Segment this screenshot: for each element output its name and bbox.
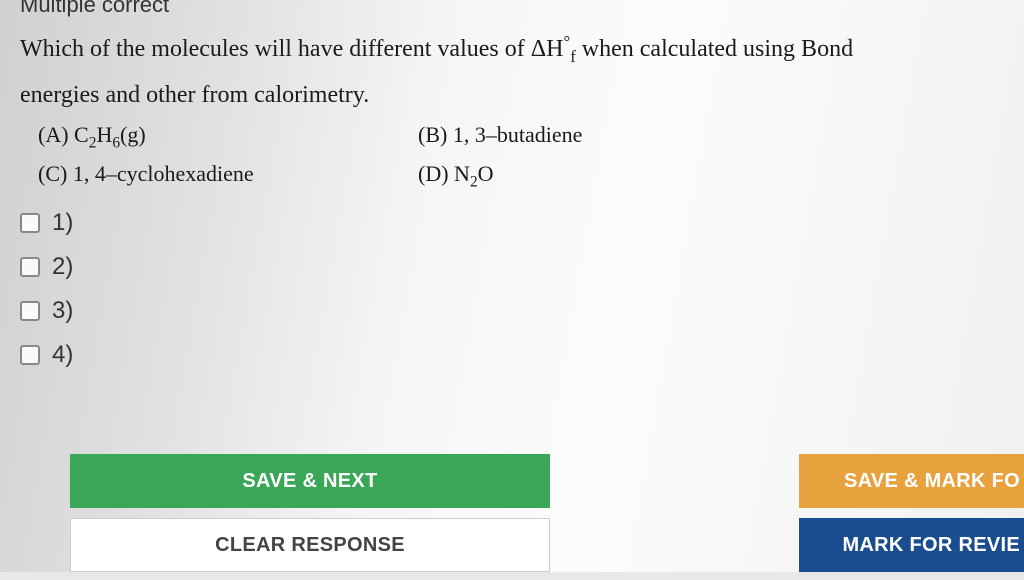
opt-d-prefix: (D) [418, 161, 454, 186]
opt-a-post: (g) [120, 122, 146, 147]
q-line2: energies and other from calorimetry. [20, 82, 369, 108]
q-line1-pre: Which of the molecules will have differe… [20, 36, 531, 62]
button-row-bottom: CLEAR RESPONSE MARK FOR REVIE [0, 518, 1024, 572]
opt-a-f2: H [96, 122, 112, 147]
option-c: (C) 1, 4–cyclohexadiene [38, 161, 418, 191]
opt-b-prefix: (B) [418, 122, 453, 147]
save-mark-button[interactable]: SAVE & MARK FO [799, 454, 1024, 508]
question-type-label: Multiple correct [20, 0, 1004, 18]
opt-d-f2: O [478, 161, 494, 186]
options-grid: (A) C2H6(g) (B) 1, 3–butadiene (C) 1, 4–… [38, 122, 1004, 191]
opt-a-prefix: (A) [38, 122, 74, 147]
answer-option-3[interactable]: 3) [20, 297, 1004, 325]
option-row-2: (C) 1, 4–cyclohexadiene (D) N2O [38, 161, 1004, 191]
answer-label: 3) [52, 297, 73, 325]
answer-label: 4) [52, 341, 73, 369]
opt-a-s2: 6 [112, 135, 120, 152]
answer-checkbox-list: 1) 2) 3) 4) [20, 209, 1004, 369]
answer-option-4[interactable]: 4) [20, 341, 1004, 369]
q-deltah: ΔH [531, 36, 564, 62]
opt-c-prefix: (C) [38, 161, 73, 186]
q-line1-post: when calculated using Bond [576, 36, 853, 62]
checkbox-icon[interactable] [20, 301, 40, 321]
clear-response-button[interactable]: CLEAR RESPONSE [70, 518, 550, 572]
answer-label: 2) [52, 253, 73, 281]
option-a: (A) C2H6(g) [38, 122, 418, 152]
option-d: (D) N2O [418, 161, 494, 191]
answer-option-2[interactable]: 2) [20, 253, 1004, 281]
answer-option-1[interactable]: 1) [20, 209, 1004, 237]
answer-label: 1) [52, 209, 73, 237]
option-b: (B) 1, 3–butadiene [418, 122, 582, 152]
question-text: Which of the molecules will have differe… [20, 26, 1004, 118]
opt-c-text: 1, 4–cyclohexadiene [73, 161, 254, 186]
opt-b-text: 1, 3–butadiene [453, 122, 583, 147]
mark-for-review-button[interactable]: MARK FOR REVIE [799, 518, 1024, 572]
opt-d-s1: 2 [470, 173, 478, 190]
checkbox-icon[interactable] [20, 257, 40, 277]
option-row-1: (A) C2H6(g) (B) 1, 3–butadiene [38, 122, 1004, 152]
button-row-top: SAVE & NEXT SAVE & MARK FO [0, 454, 1024, 508]
question-panel: Multiple correct Which of the molecules … [0, 0, 1024, 572]
opt-d-f1: N [454, 161, 470, 186]
opt-a-f1: C [74, 122, 89, 147]
save-next-button[interactable]: SAVE & NEXT [70, 454, 550, 508]
checkbox-icon[interactable] [20, 345, 40, 365]
checkbox-icon[interactable] [20, 213, 40, 233]
